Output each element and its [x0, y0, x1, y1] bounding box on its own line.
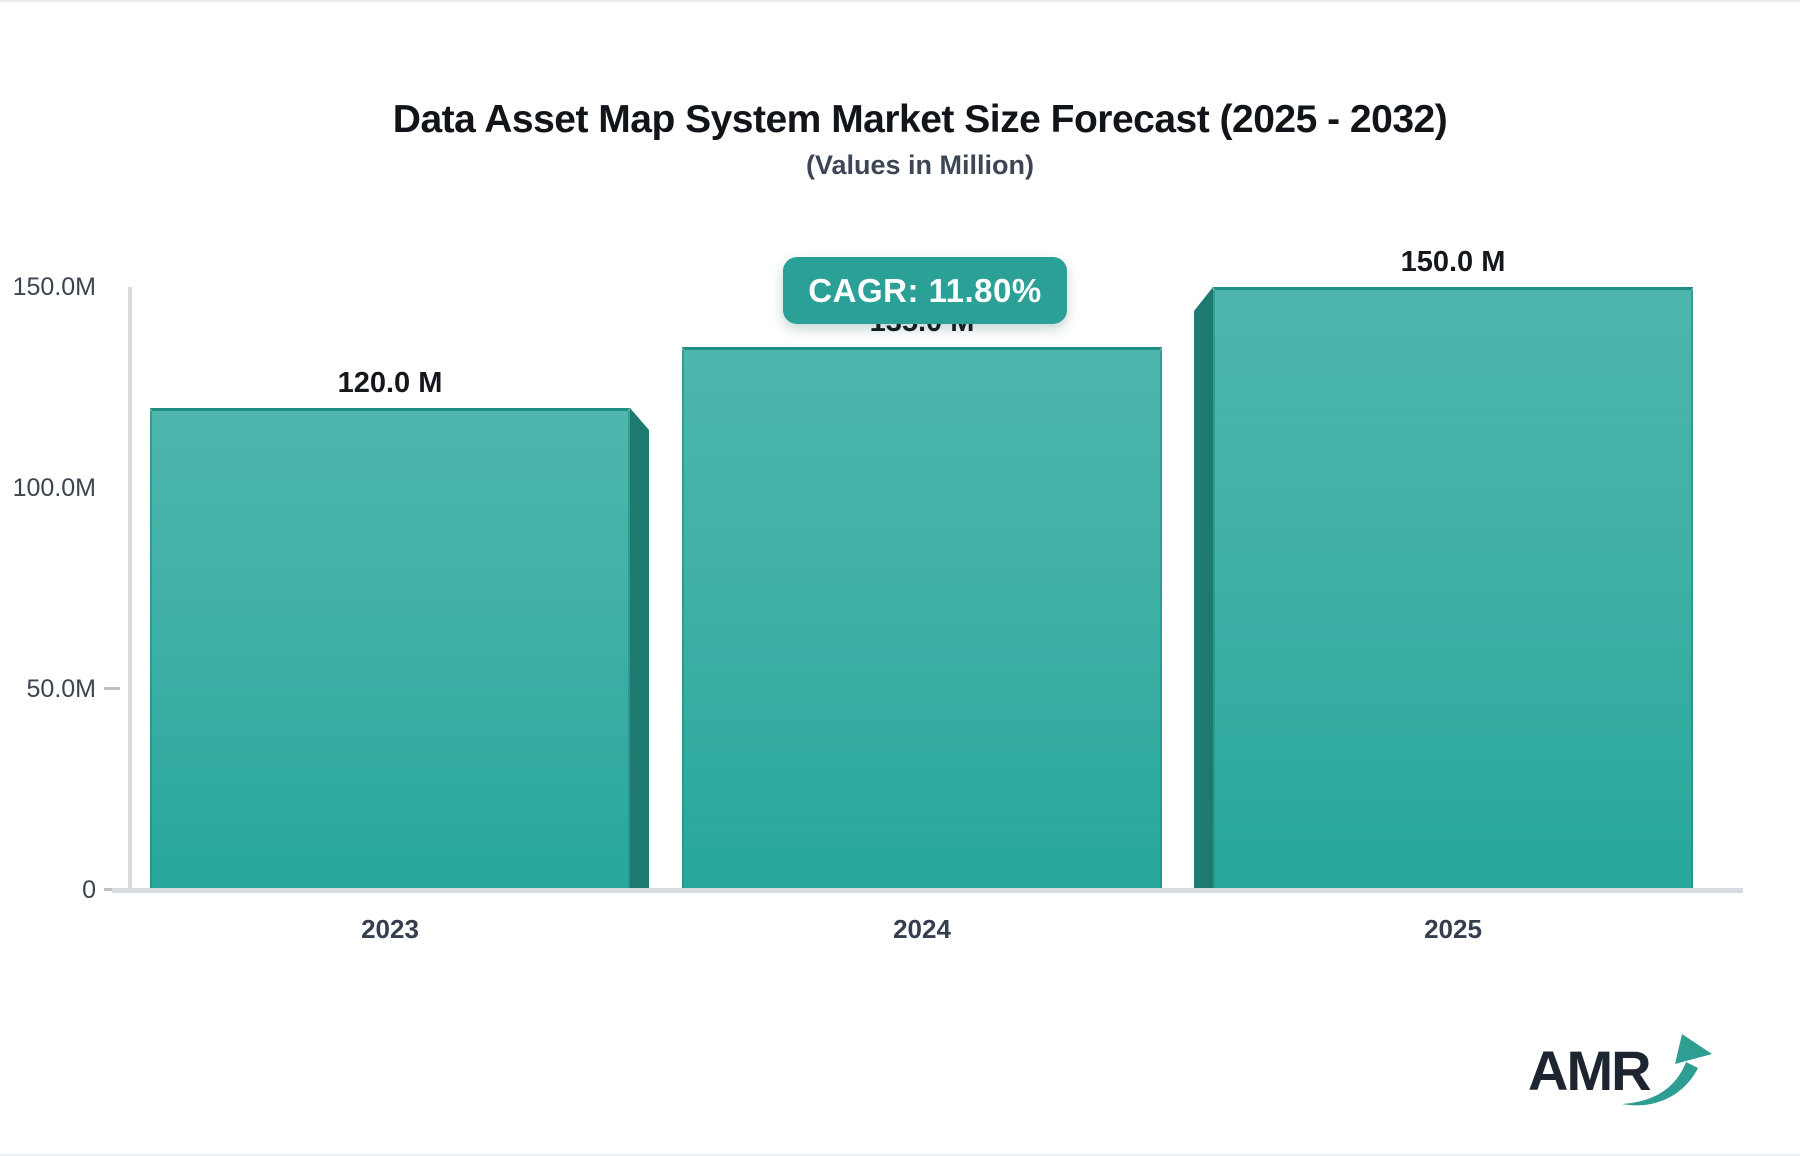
x-axis-baseline — [112, 888, 1743, 893]
bar-value-label: 120.0 M — [337, 367, 443, 399]
x-tick-label-2023: 2023 — [361, 914, 419, 944]
amr-logo-text: AMR — [1528, 1039, 1652, 1102]
x-tick-label-2024: 2024 — [893, 914, 951, 944]
y-axis-line — [128, 287, 132, 890]
bar-bevel-right — [630, 408, 649, 890]
bar-2024 — [682, 347, 1162, 890]
bar-value-label: 150.0 M — [1400, 246, 1506, 278]
y-tick-label: 50.0M — [26, 675, 96, 703]
cagr-badge: CAGR: 11.80% — [783, 257, 1067, 324]
chart-title: Data Asset Map System Market Size Foreca… — [392, 98, 1448, 141]
chart-subtitle: (Values in Million) — [805, 150, 1035, 180]
y-tick-label: 150.0M — [12, 273, 96, 301]
x-tick-label-2025: 2025 — [1424, 914, 1482, 944]
bar-2023 — [150, 408, 630, 890]
amr-logo-arrow-icon — [1622, 1034, 1712, 1106]
y-tick-label: 0 — [82, 876, 96, 904]
bar-2025 — [1213, 287, 1693, 890]
bar-bevel-left — [1194, 287, 1213, 890]
cagr-badge-label: CAGR: 11.80% — [808, 271, 1042, 309]
y-tick-dash — [104, 687, 120, 690]
y-tick-label: 100.0M — [12, 474, 96, 502]
amr-logo: AMR — [1528, 1030, 1718, 1114]
